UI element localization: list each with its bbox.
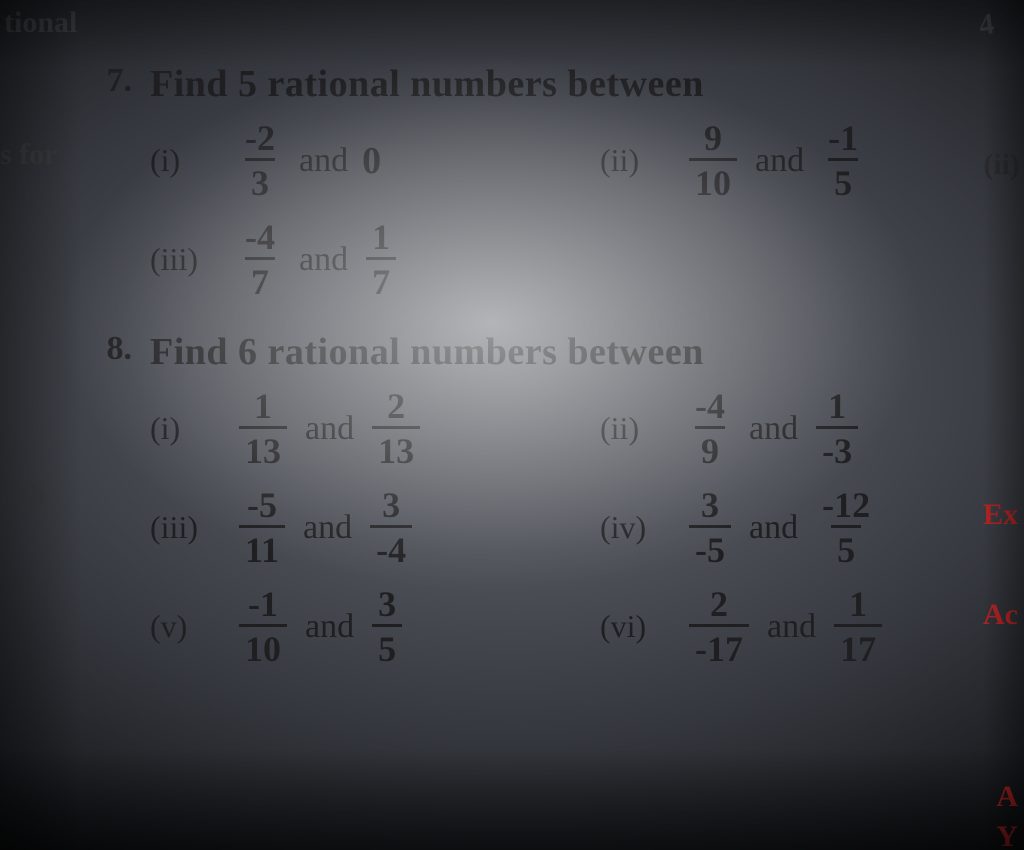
- fraction-numerator: -4: [689, 388, 731, 426]
- part-label: (iii): [150, 509, 235, 546]
- fraction-denominator: 7: [245, 257, 275, 300]
- and-word: and: [755, 142, 804, 180]
- fraction-numerator: 1: [843, 586, 873, 624]
- fraction-denominator: 11: [239, 525, 285, 568]
- fraction: -4 7: [239, 219, 281, 300]
- fraction-denominator: -17: [689, 624, 749, 667]
- fraction: -12 5: [816, 487, 876, 568]
- fraction: 2 -17: [689, 586, 749, 667]
- part-label: (i): [150, 142, 235, 179]
- fraction: 3 5: [372, 586, 402, 667]
- fraction-numerator: 2: [381, 388, 411, 426]
- fraction-numerator: 3: [372, 586, 402, 624]
- part-label: (v): [150, 608, 235, 645]
- q7-part-ii: (ii) 9 10 and -1 5: [600, 120, 960, 201]
- fraction-denominator: 9: [695, 426, 725, 469]
- fraction-numerator: -4: [239, 219, 281, 257]
- and-word: and: [749, 410, 798, 448]
- edge-text-mid-left: s for: [0, 138, 57, 172]
- and-word: and: [767, 608, 816, 646]
- fraction: 1 7: [366, 219, 396, 300]
- question-8-number: 8.: [0, 330, 150, 368]
- q8-part-ii: (ii) -4 9 and 1 -3: [600, 388, 960, 469]
- page: tional s for ach 4 7. Find 5 rational nu…: [0, 0, 1024, 850]
- part-label: (ii): [600, 410, 685, 447]
- edge-text-right-y: Y: [996, 820, 1018, 850]
- fraction-numerator: 9: [698, 120, 728, 158]
- fraction-numerator: 1: [822, 388, 852, 426]
- plain-value: 0: [362, 139, 381, 183]
- part-label: (iii): [150, 241, 235, 278]
- fraction-numerator: 1: [248, 388, 278, 426]
- fraction: 9 10: [689, 120, 737, 201]
- fraction-numerator: 3: [695, 487, 725, 525]
- fraction: 1 -3: [816, 388, 858, 469]
- fraction: -4 9: [689, 388, 731, 469]
- q7-part-iii: (iii) -4 7 and 1 7: [150, 219, 510, 300]
- fraction-numerator: -1: [242, 586, 284, 624]
- fraction-denominator: 10: [689, 158, 737, 201]
- q7-part-i: (i) -2 3 and 0: [150, 120, 510, 201]
- fraction-denominator: 10: [239, 624, 287, 667]
- fraction-denominator: 17: [834, 624, 882, 667]
- question-8-parts: (i) 1 13 and 2 13 (ii) -4 9 and 1 -3: [150, 388, 984, 667]
- edge-text-scribble: 4: [977, 7, 997, 43]
- fraction: -1 5: [822, 120, 864, 201]
- q8-part-v: (v) -1 10 and 3 5: [150, 586, 510, 667]
- q8-part-iii: (iii) -5 11 and 3 -4: [150, 487, 510, 568]
- fraction-denominator: 5: [831, 525, 861, 568]
- question-7-prompt: Find 5 rational numbers between: [150, 62, 704, 106]
- fraction-denominator: -4: [370, 525, 412, 568]
- edge-text-right-ii: (ii): [983, 148, 1020, 182]
- q8-part-vi: (vi) 2 -17 and 1 17: [600, 586, 960, 667]
- fraction: 2 13: [372, 388, 420, 469]
- fraction: -2 3: [239, 120, 281, 201]
- question-8-prompt: Find 6 rational numbers between: [150, 330, 704, 374]
- part-label: (iv): [600, 509, 685, 546]
- fraction-denominator: 3: [245, 158, 275, 201]
- fraction-denominator: -3: [816, 426, 858, 469]
- edge-text-lower-left: ach: [0, 478, 45, 512]
- fraction-denominator: 7: [366, 257, 396, 300]
- fraction: 3 -4: [370, 487, 412, 568]
- fraction: 1 17: [834, 586, 882, 667]
- fraction-denominator: 13: [239, 426, 287, 469]
- question-8-row: 8. Find 6 rational numbers between: [0, 330, 984, 374]
- q8-part-i: (i) 1 13 and 2 13: [150, 388, 510, 469]
- edge-text-right-ex: Ex: [983, 498, 1018, 532]
- fraction: 3 -5: [689, 487, 731, 568]
- and-word: and: [299, 241, 348, 279]
- question-7-number: 7.: [0, 62, 150, 100]
- fraction-denominator: 13: [372, 426, 420, 469]
- and-word: and: [749, 509, 798, 547]
- part-label: (ii): [600, 142, 685, 179]
- and-word: and: [299, 142, 348, 180]
- fraction-numerator: 2: [704, 586, 734, 624]
- question-7-parts: (i) -2 3 and 0 (ii) 9 10 and -1 5 (iii): [150, 120, 984, 300]
- fraction-numerator: -2: [239, 120, 281, 158]
- fraction-numerator: 1: [366, 219, 396, 257]
- fraction: 1 13: [239, 388, 287, 469]
- fraction-denominator: -5: [689, 525, 731, 568]
- question-7-row: 7. Find 5 rational numbers between: [0, 62, 984, 106]
- fraction-denominator: 5: [828, 158, 858, 201]
- fraction-numerator: -1: [822, 120, 864, 158]
- and-word: and: [303, 509, 352, 547]
- fraction-denominator: 5: [372, 624, 402, 667]
- fraction-numerator: 3: [376, 487, 406, 525]
- edge-text-right-a: A: [996, 780, 1018, 814]
- edge-text-top-left: tional: [4, 6, 77, 40]
- part-label: (i): [150, 410, 235, 447]
- edge-text-right-ac: Ac: [983, 598, 1018, 632]
- fraction-numerator: -5: [241, 487, 283, 525]
- fraction-numerator: -12: [816, 487, 876, 525]
- and-word: and: [305, 410, 354, 448]
- fraction: -1 10: [239, 586, 287, 667]
- q8-part-iv: (iv) 3 -5 and -12 5: [600, 487, 960, 568]
- fraction: -5 11: [239, 487, 285, 568]
- part-label: (vi): [600, 608, 685, 645]
- and-word: and: [305, 608, 354, 646]
